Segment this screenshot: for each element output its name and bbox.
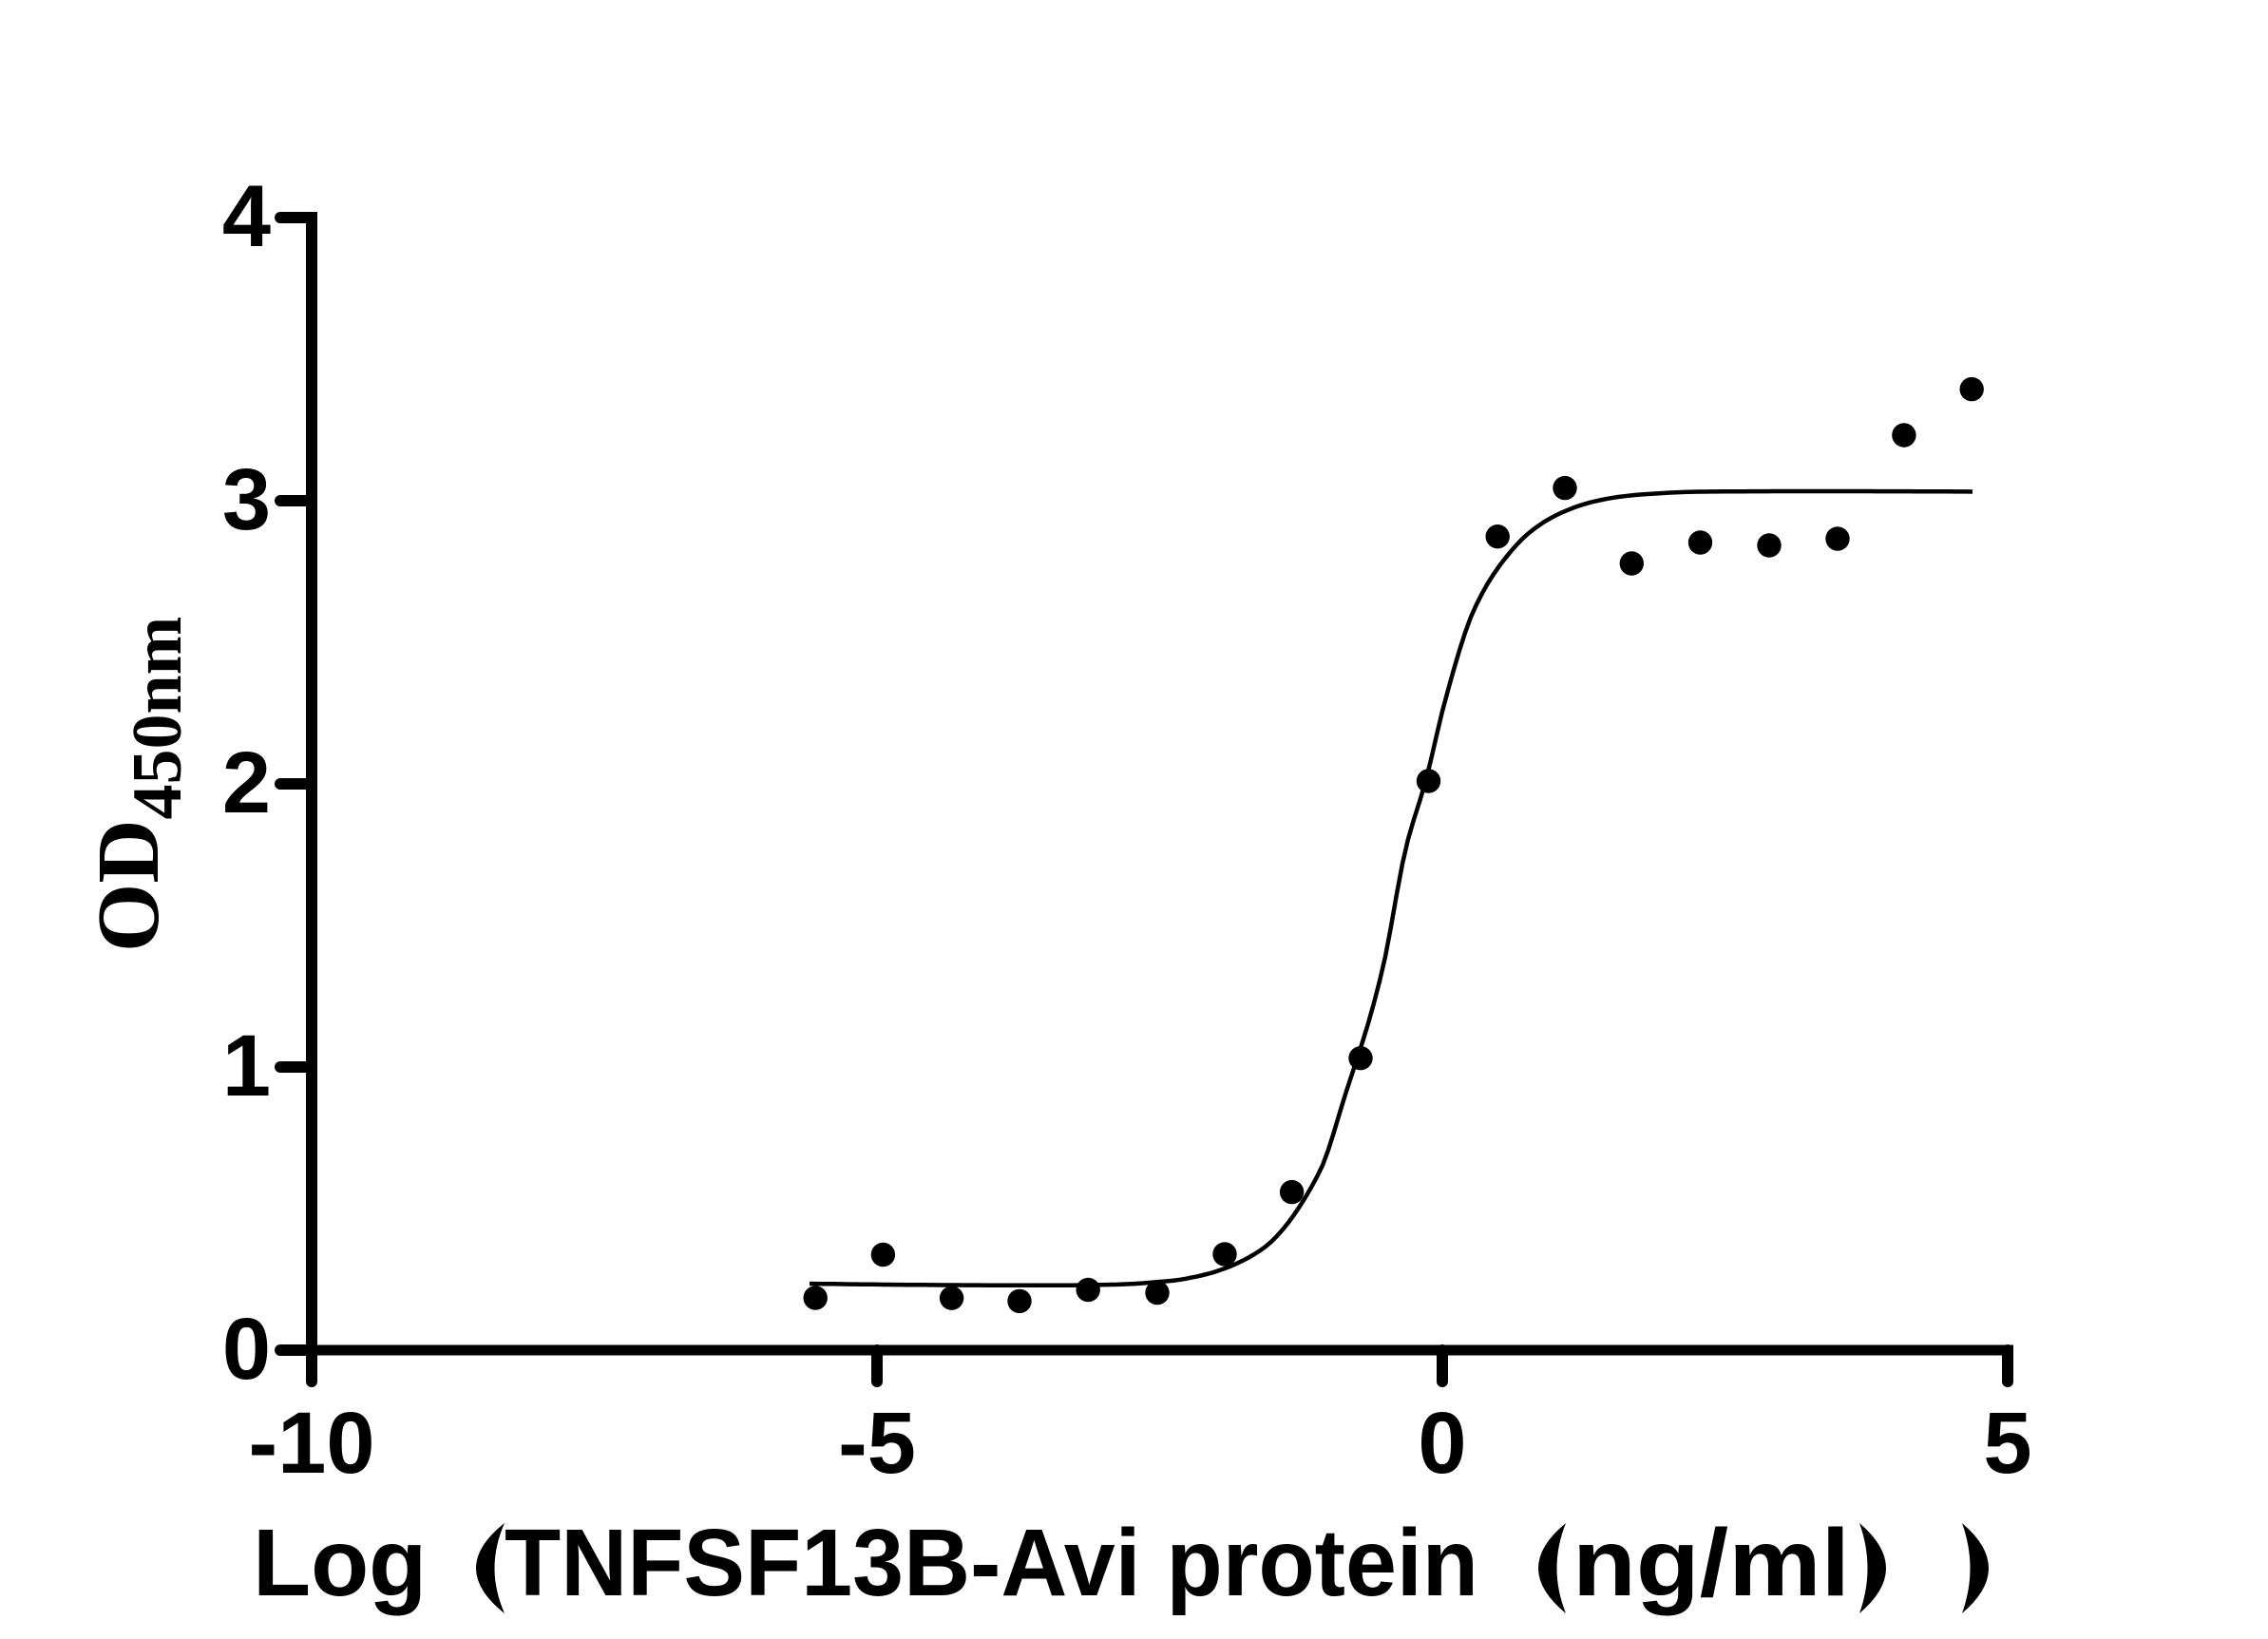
svg-text:0: 0: [1418, 1395, 1466, 1492]
svg-text:-5: -5: [838, 1395, 916, 1492]
svg-text:0: 0: [222, 1301, 271, 1398]
svg-text:Log: Log: [253, 1510, 427, 1616]
svg-text:5: 5: [1983, 1395, 2031, 1492]
svg-text:4: 4: [222, 168, 271, 265]
svg-text:-10: -10: [249, 1395, 375, 1492]
svg-text:3: 3: [222, 451, 271, 548]
svg-text:1: 1: [222, 1018, 271, 1115]
svg-text:2: 2: [222, 734, 271, 831]
svg-text:TNFSF13B-Avi protein: TNFSF13B-Avi protein: [505, 1510, 1478, 1616]
svg-text:ng/ml: ng/ml: [1572, 1510, 1850, 1616]
